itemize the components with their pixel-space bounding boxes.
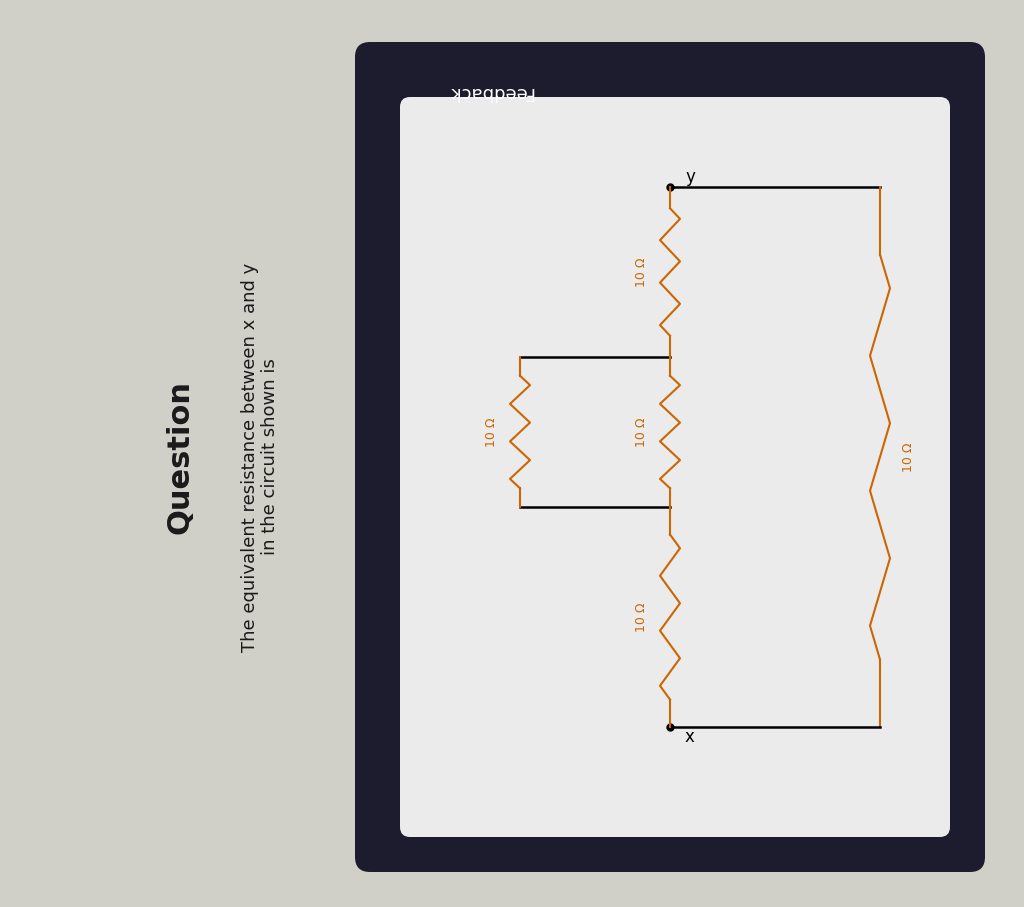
Text: y: y [685,168,695,186]
Text: 10 Ω: 10 Ω [902,443,915,472]
Text: The equivalent resistance between x and y
in the circuit shown is: The equivalent resistance between x and … [241,262,280,651]
Text: 10 Ω: 10 Ω [635,602,648,632]
Text: Question: Question [166,380,195,534]
Text: Feedback: Feedback [447,83,532,101]
Text: x: x [685,728,695,746]
FancyBboxPatch shape [375,52,605,132]
FancyBboxPatch shape [355,42,985,872]
Text: 10 Ω: 10 Ω [635,417,648,447]
Text: 10 Ω: 10 Ω [485,417,498,447]
Text: 10 Ω: 10 Ω [635,258,648,287]
FancyBboxPatch shape [400,97,950,837]
